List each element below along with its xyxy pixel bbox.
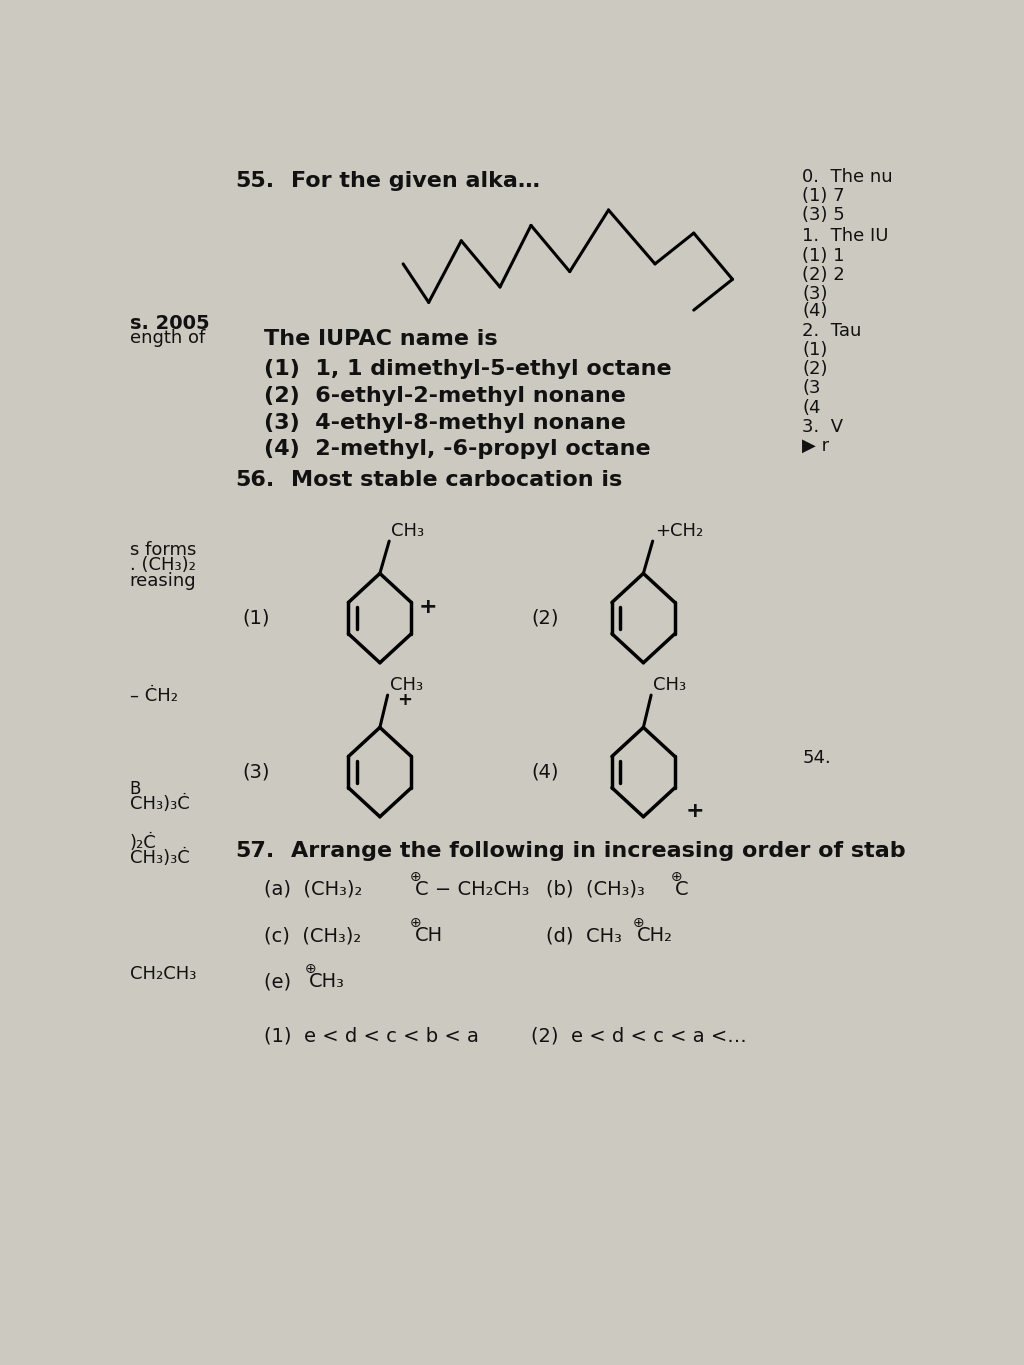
Text: The IUPAC name is: The IUPAC name is	[263, 329, 498, 349]
Text: +: +	[419, 597, 437, 617]
Text: (3): (3)	[802, 285, 827, 303]
Text: (1) 1: (1) 1	[802, 247, 845, 265]
Text: (b)  (CH₃)₃: (b) (CH₃)₃	[547, 880, 645, 900]
Text: ength of: ength of	[130, 329, 205, 347]
Text: . (CH₃)₂: . (CH₃)₂	[130, 557, 196, 575]
Text: For the given alka…: For the given alka…	[291, 172, 540, 191]
Text: (d)  CH₃: (d) CH₃	[547, 925, 623, 945]
Text: 2.  Tau: 2. Tau	[802, 322, 861, 340]
Text: (1) 7: (1) 7	[802, 187, 845, 205]
Text: 56.: 56.	[234, 471, 274, 490]
Text: – ĊH₂: – ĊH₂	[130, 688, 177, 706]
Text: (2)  6-ethyl-2-methyl nonane: (2) 6-ethyl-2-methyl nonane	[263, 385, 626, 405]
Text: s. 2005: s. 2005	[130, 314, 209, 333]
Text: )₂Ċ: )₂Ċ	[130, 834, 157, 852]
Text: (3: (3	[802, 379, 821, 397]
Text: CH₃: CH₃	[391, 521, 425, 539]
Text: (1)  1, 1 dimethyl-5-ethyl octane: (1) 1, 1 dimethyl-5-ethyl octane	[263, 359, 672, 378]
Text: (3): (3)	[243, 763, 270, 782]
Text: ▶ r: ▶ r	[802, 437, 829, 455]
Text: ⊕: ⊕	[633, 916, 644, 930]
Text: CH₃: CH₃	[653, 676, 686, 693]
Text: (1)  e < d < c < b < a: (1) e < d < c < b < a	[263, 1026, 478, 1046]
Text: ⊕: ⊕	[410, 870, 421, 885]
Text: (3) 5: (3) 5	[802, 206, 845, 224]
Text: ⊕: ⊕	[671, 870, 682, 885]
Text: 57.: 57.	[234, 841, 274, 861]
Text: CH₂: CH₂	[637, 925, 673, 945]
Text: (2)  e < d < c < a <…: (2) e < d < c < a <…	[531, 1026, 746, 1046]
Text: 54.: 54.	[802, 749, 831, 767]
Text: ⊕: ⊕	[410, 916, 421, 930]
Text: B: B	[130, 779, 141, 797]
Text: C: C	[675, 880, 689, 900]
Text: CH₂CH₃: CH₂CH₃	[130, 965, 196, 983]
Text: ⊕: ⊕	[305, 962, 316, 976]
Text: Arrange the following in increasing order of stab: Arrange the following in increasing orde…	[291, 841, 905, 861]
Text: (2) 2: (2) 2	[802, 266, 845, 284]
Text: (2): (2)	[802, 360, 827, 378]
Text: CH₃: CH₃	[309, 972, 345, 991]
Text: (4: (4	[802, 399, 821, 416]
Text: CH₃: CH₃	[390, 676, 423, 693]
Text: (2): (2)	[531, 609, 558, 628]
Text: (3)  4-ethyl-8-methyl nonane: (3) 4-ethyl-8-methyl nonane	[263, 412, 626, 433]
Text: (4): (4)	[802, 303, 827, 321]
Text: +: +	[686, 801, 705, 822]
Text: CH: CH	[415, 925, 442, 945]
Text: 0.  The nu: 0. The nu	[802, 168, 893, 186]
Text: +: +	[397, 691, 412, 710]
Text: (e): (e)	[263, 972, 303, 991]
Text: 1.  The IU: 1. The IU	[802, 227, 889, 244]
Text: 3.  V: 3. V	[802, 418, 844, 435]
Text: s forms: s forms	[130, 541, 196, 560]
Text: C − CH₂CH₃: C − CH₂CH₃	[415, 880, 529, 900]
Text: 55.: 55.	[234, 172, 274, 191]
Text: CH₃)₃Ċ: CH₃)₃Ċ	[130, 796, 189, 814]
Text: +CH₂: +CH₂	[655, 521, 703, 539]
Text: (a)  (CH₃)₂: (a) (CH₃)₂	[263, 880, 362, 900]
Text: (1): (1)	[802, 341, 827, 359]
Text: reasing: reasing	[130, 572, 197, 590]
Text: (c)  (CH₃)₂: (c) (CH₃)₂	[263, 925, 360, 945]
Text: (4)  2-methyl, -6-propyl octane: (4) 2-methyl, -6-propyl octane	[263, 440, 650, 460]
Text: Most stable carbocation is: Most stable carbocation is	[291, 471, 622, 490]
Text: CH₃)₃Ċ: CH₃)₃Ċ	[130, 849, 189, 867]
Text: (1): (1)	[243, 609, 270, 628]
Text: (4): (4)	[531, 763, 558, 782]
